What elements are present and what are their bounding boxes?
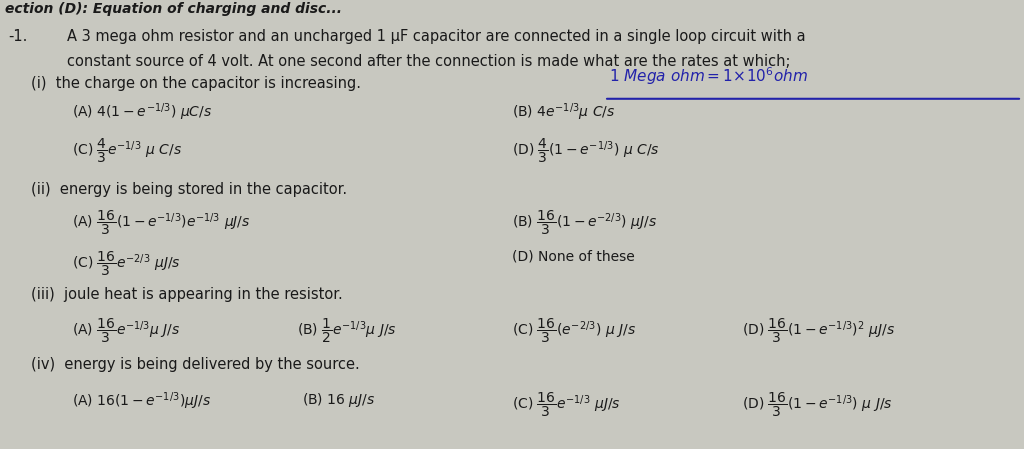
Text: (iii)  joule heat is appearing in the resistor.: (iii) joule heat is appearing in the res… xyxy=(31,287,342,302)
Text: (C) $\dfrac{16}{3}e^{-1/3}\ \mu J/s$: (C) $\dfrac{16}{3}e^{-1/3}\ \mu J/s$ xyxy=(512,391,621,419)
Text: (i)  the charge on the capacitor is increasing.: (i) the charge on the capacitor is incre… xyxy=(31,76,360,91)
Text: (A) $16(1 - e^{-1/3})\mu J/s$: (A) $16(1 - e^{-1/3})\mu J/s$ xyxy=(72,391,211,412)
Text: -1.: -1. xyxy=(8,29,28,44)
Text: $\mathit{1\ Mega\ ohm = 1\!\times\!10^6 ohm}$: $\mathit{1\ Mega\ ohm = 1\!\times\!10^6 … xyxy=(609,65,808,87)
Text: (C) $\dfrac{16}{3}(e^{-2/3})\ \mu\ J/s$: (C) $\dfrac{16}{3}(e^{-2/3})\ \mu\ J/s$ xyxy=(512,317,636,345)
Text: (iv)  energy is being delivered by the source.: (iv) energy is being delivered by the so… xyxy=(31,357,359,372)
Text: A 3 mega ohm resistor and an uncharged 1 μF capacitor are connected in a single : A 3 mega ohm resistor and an uncharged 1… xyxy=(67,29,805,44)
Text: (D) $\dfrac{4}{3}(1 - e^{-1/3})\ \mu\ C/s$: (D) $\dfrac{4}{3}(1 - e^{-1/3})\ \mu\ C/… xyxy=(512,137,659,165)
Text: constant source of 4 volt. At one second after the connection is made what are t: constant source of 4 volt. At one second… xyxy=(67,54,791,69)
Text: (B) $4e^{-1/3}\mu\ C/s$: (B) $4e^{-1/3}\mu\ C/s$ xyxy=(512,101,615,123)
Text: (ii)  energy is being stored in the capacitor.: (ii) energy is being stored in the capac… xyxy=(31,182,347,197)
Text: (D) $\dfrac{16}{3}(1 - e^{-1/3})^2\ \mu J/s$: (D) $\dfrac{16}{3}(1 - e^{-1/3})^2\ \mu … xyxy=(742,317,896,345)
Text: (A) $\dfrac{16}{3}e^{-1/3}\mu\ J/s$: (A) $\dfrac{16}{3}e^{-1/3}\mu\ J/s$ xyxy=(72,317,180,345)
Text: (A) $\dfrac{16}{3}(1 - e^{-1/3})e^{-1/3}\ \mu J/s$: (A) $\dfrac{16}{3}(1 - e^{-1/3})e^{-1/3}… xyxy=(72,209,250,237)
Text: (D) $\dfrac{16}{3}(1 - e^{-1/3})\ \mu\ J/s$: (D) $\dfrac{16}{3}(1 - e^{-1/3})\ \mu\ J… xyxy=(742,391,893,419)
Text: ection (D): Equation of charging and disc...: ection (D): Equation of charging and dis… xyxy=(5,2,342,16)
Text: (B) $16\ \mu J/s$: (B) $16\ \mu J/s$ xyxy=(302,391,376,409)
Text: (D) None of these: (D) None of these xyxy=(512,249,635,263)
Text: (C) $\dfrac{16}{3}e^{-2/3}\ \mu J/s$: (C) $\dfrac{16}{3}e^{-2/3}\ \mu J/s$ xyxy=(72,249,180,277)
Text: (C) $\dfrac{4}{3}e^{-1/3}\ \mu\ C/s$: (C) $\dfrac{4}{3}e^{-1/3}\ \mu\ C/s$ xyxy=(72,137,181,165)
Text: (B) $\dfrac{1}{2}e^{-1/3}\mu\ J/s$: (B) $\dfrac{1}{2}e^{-1/3}\mu\ J/s$ xyxy=(297,317,396,345)
Text: (B) $\dfrac{16}{3}(1 - e^{-2/3})\ \mu J/s$: (B) $\dfrac{16}{3}(1 - e^{-2/3})\ \mu J/… xyxy=(512,209,657,237)
Text: (A) $4(1 - e^{-1/3})\ \mu C/s$: (A) $4(1 - e^{-1/3})\ \mu C/s$ xyxy=(72,101,212,123)
